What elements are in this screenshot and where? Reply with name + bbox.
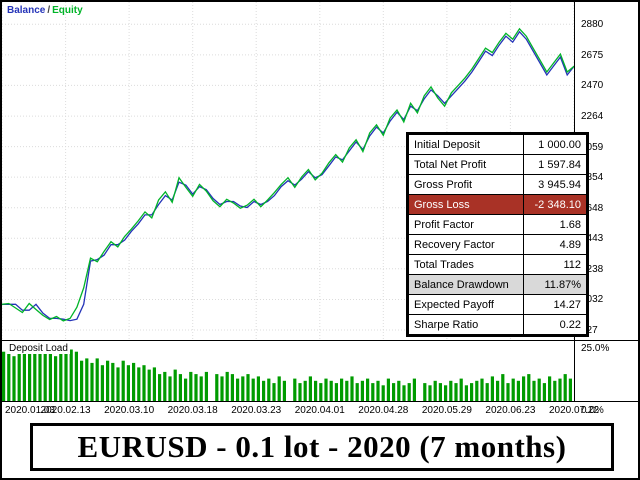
stat-row: Recovery Factor 4.89 (407, 234, 588, 255)
stat-row: Total Trades 112 (407, 254, 588, 275)
stat-value: -2 348.10 (523, 194, 588, 215)
stat-label: Initial Deposit (407, 133, 524, 155)
stat-label: Gross Profit (407, 174, 524, 195)
y-axis-tick-label: 2880 (581, 19, 604, 31)
stat-row: Expected Payoff 14.27 (407, 294, 588, 315)
stat-label: Profit Factor (407, 214, 524, 235)
stat-value: 1.68 (523, 214, 588, 235)
legend-balance-label: Balance (7, 5, 46, 16)
deposit-load-label: Deposit Load (7, 343, 70, 354)
y-axis-tick-label: 1854 (581, 172, 604, 184)
stat-row: Initial Deposit 1 000.00 (407, 133, 588, 155)
y-axis-tick-label: 827 (581, 325, 598, 337)
date-axis: 2020.01.03 2020.02.13 2020.03.10 2020.03.18… (2, 405, 638, 420)
y-axis-tick-label: 2470 (581, 80, 604, 92)
stat-label: Sharpe Ratio (407, 314, 524, 336)
x-axis-date-label: 2020.03.23 (231, 405, 282, 416)
x-axis-date-label: 2020.04.01 (294, 405, 345, 416)
y-axis-tick-label: 2264 (581, 111, 604, 123)
banner-text: EURUSD - 0.1 lot - 2020 (7 months) (77, 429, 567, 464)
stat-row: Gross Profit 3 945.94 (407, 174, 588, 195)
stat-value: 1 000.00 (523, 133, 588, 155)
stat-row: Gross Loss -2 348.10 (407, 194, 588, 215)
stat-value: 4.89 (523, 234, 588, 255)
stat-value: 1 597.84 (523, 154, 588, 175)
deposit-load-chart[interactable] (2, 341, 574, 401)
stat-label: Expected Payoff (407, 294, 524, 315)
x-axis-date-label: 2020.06.23 (485, 405, 536, 416)
axis-separator (574, 340, 575, 402)
x-axis-date-label: 2020.03.18 (167, 405, 218, 416)
stat-value: 11.87% (523, 274, 588, 295)
stat-row: Profit Factor 1.68 (407, 214, 588, 235)
y-axis-tick-label: 1443 (581, 233, 604, 245)
y-axis-tick-label: 1238 (581, 263, 604, 275)
stat-value: 0.22 (523, 314, 588, 336)
stat-value: 14.27 (523, 294, 588, 315)
deposit-load-panel: Deposit Load (2, 340, 638, 402)
x-axis-date-label: 2020.04.28 (358, 405, 409, 416)
stat-label: Balance Drawdown (407, 274, 524, 295)
stats-table: Initial Deposit 1 000.00 Total Net Profit 1… (406, 132, 589, 337)
x-axis-date-label: 2020.07.22 (548, 405, 600, 416)
stat-row: Balance Drawdown 11.87% (407, 274, 588, 295)
deposit-max-label: 25.0% (581, 343, 610, 354)
stat-row: Sharpe Ratio 0.22 (407, 314, 588, 336)
x-axis-date-label: 2020.03.10 (104, 405, 155, 416)
stat-row: Total Net Profit 1 597.84 (407, 154, 588, 175)
stat-value: 112 (523, 254, 588, 275)
legend-separator: / (47, 5, 51, 16)
title-banner: EURUSD - 0.1 lot - 2020 (7 months) (30, 423, 614, 471)
y-axis-tick-label: 2675 (581, 49, 604, 61)
y-axis-tick-label: 1032 (581, 294, 604, 306)
x-axis-date-label: 2020.01.03 (5, 405, 56, 416)
stat-label: Gross Loss (407, 194, 524, 215)
x-axis-date-label: 2020.05.29 (421, 405, 472, 416)
legend-equity-label: Equity (52, 5, 83, 16)
stat-value: 3 945.94 (523, 174, 588, 195)
deposit-min-label: 0.0% (581, 405, 604, 416)
stat-label: Total Trades (407, 254, 524, 275)
y-axis-tick-label: 1648 (581, 202, 604, 214)
stat-label: Recovery Factor (407, 234, 524, 255)
stat-label: Total Net Profit (407, 154, 524, 175)
x-axis-date-label: 2020.02.13 (40, 405, 91, 416)
chart-legend: Balance / Equity (7, 5, 83, 16)
y-axis-tick-label: 2059 (581, 141, 604, 153)
